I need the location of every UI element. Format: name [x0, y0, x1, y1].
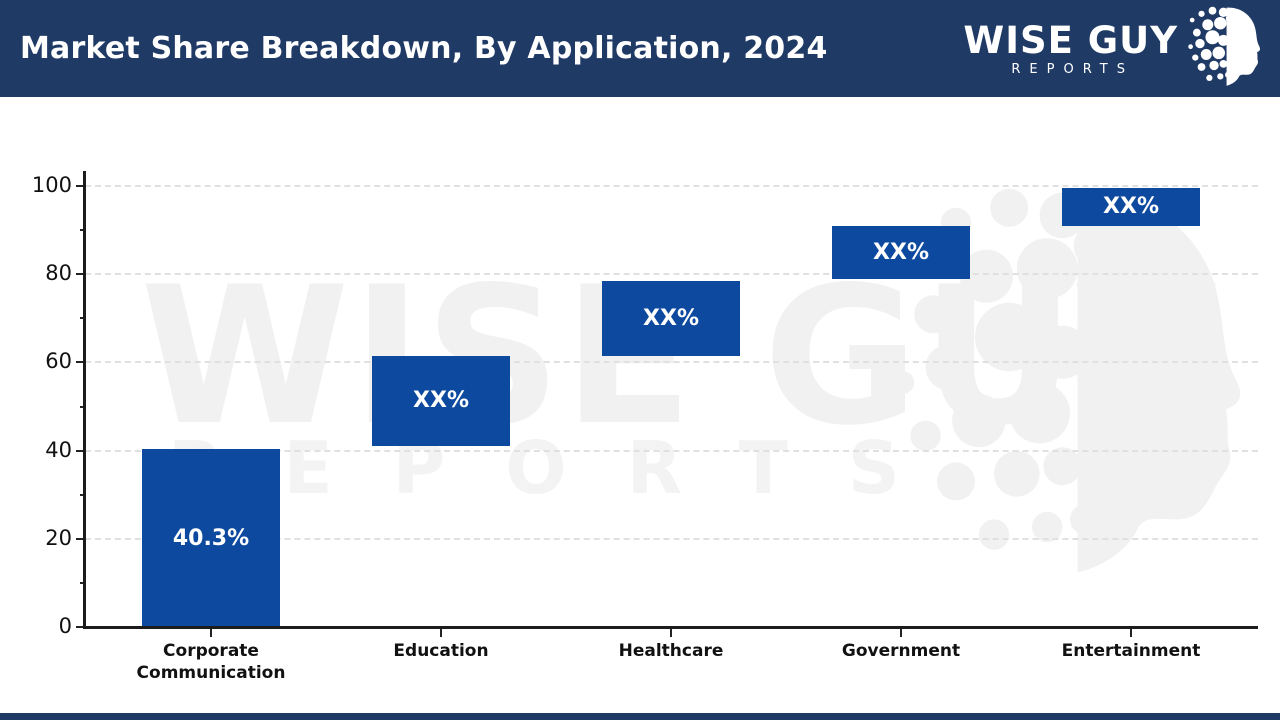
y-tick-80: [76, 273, 85, 276]
watermark-reports: REPORTS: [168, 426, 960, 510]
y-tick-label-80: 80: [45, 261, 72, 286]
logo-reports: REPORTS: [1011, 61, 1134, 77]
y-tick-label-20: 20: [45, 525, 72, 550]
footer-bar: [0, 713, 1280, 720]
x-tick-1: [440, 629, 442, 637]
wiseguy-logo: WISE GUY REPORTS: [963, 6, 1280, 92]
y-minor-tick-50: [80, 405, 85, 408]
gridline-40: [85, 449, 1258, 452]
y-tick-label-0: 0: [58, 614, 72, 638]
bar-value-label: XX%: [413, 388, 469, 414]
bar-value-label: XX%: [873, 239, 929, 265]
y-minor-tick-10: [80, 581, 85, 584]
bar-corporate-communication: 40.3%: [142, 449, 280, 627]
x-tick-2: [670, 629, 672, 637]
y-tick-label-60: 60: [45, 349, 72, 374]
category-label-0: Corporate Communication: [136, 641, 286, 684]
wiseguy-head-icon: [1188, 6, 1261, 86]
y-tick-label-100: 100: [31, 173, 72, 197]
x-tick-0: [210, 629, 212, 637]
y-tick-20: [76, 537, 85, 540]
y-tick-100: [76, 185, 85, 187]
category-label-4: Entertainment: [1061, 641, 1201, 661]
y-minor-tick-30: [80, 493, 85, 496]
gridline-20: [85, 537, 1258, 540]
header-bar: Market Share Breakdown, By Application, …: [0, 0, 1280, 97]
watermark-head-icon: [891, 188, 1241, 573]
x-axis-line: [85, 626, 1258, 629]
bar-value-label: XX%: [1103, 194, 1159, 220]
gridline-60: [85, 361, 1258, 364]
category-label-2: Healthcare: [618, 641, 724, 661]
x-tick-4: [1130, 629, 1132, 637]
gridline-80: [85, 273, 1258, 276]
y-minor-tick-70: [80, 317, 85, 320]
bar-healthcare: XX%: [602, 280, 740, 356]
bar-government: XX%: [832, 225, 970, 279]
y-tick-60: [76, 361, 85, 364]
bar-entertainment: XX%: [1062, 188, 1200, 226]
category-label-3: Government: [841, 641, 961, 661]
bar-value-label: XX%: [643, 305, 699, 331]
y-tick-40: [76, 449, 85, 452]
y-minor-tick-90: [80, 229, 85, 232]
page-title: Market Share Breakdown, By Application, …: [20, 31, 828, 66]
wiseguy-logo-text: WISE GUY REPORTS: [963, 22, 1178, 76]
bar-value-label: 40.3%: [172, 525, 250, 551]
y-tick-0: [76, 626, 85, 628]
y-tick-label-40: 40: [45, 437, 72, 462]
bar-education: XX%: [372, 355, 510, 447]
category-label-1: Education: [393, 641, 489, 661]
y-axis-line: [83, 171, 86, 629]
gridline-100: [85, 185, 1258, 187]
x-tick-3: [900, 629, 902, 637]
logo-wordmark: WISE GUY: [963, 18, 1178, 62]
